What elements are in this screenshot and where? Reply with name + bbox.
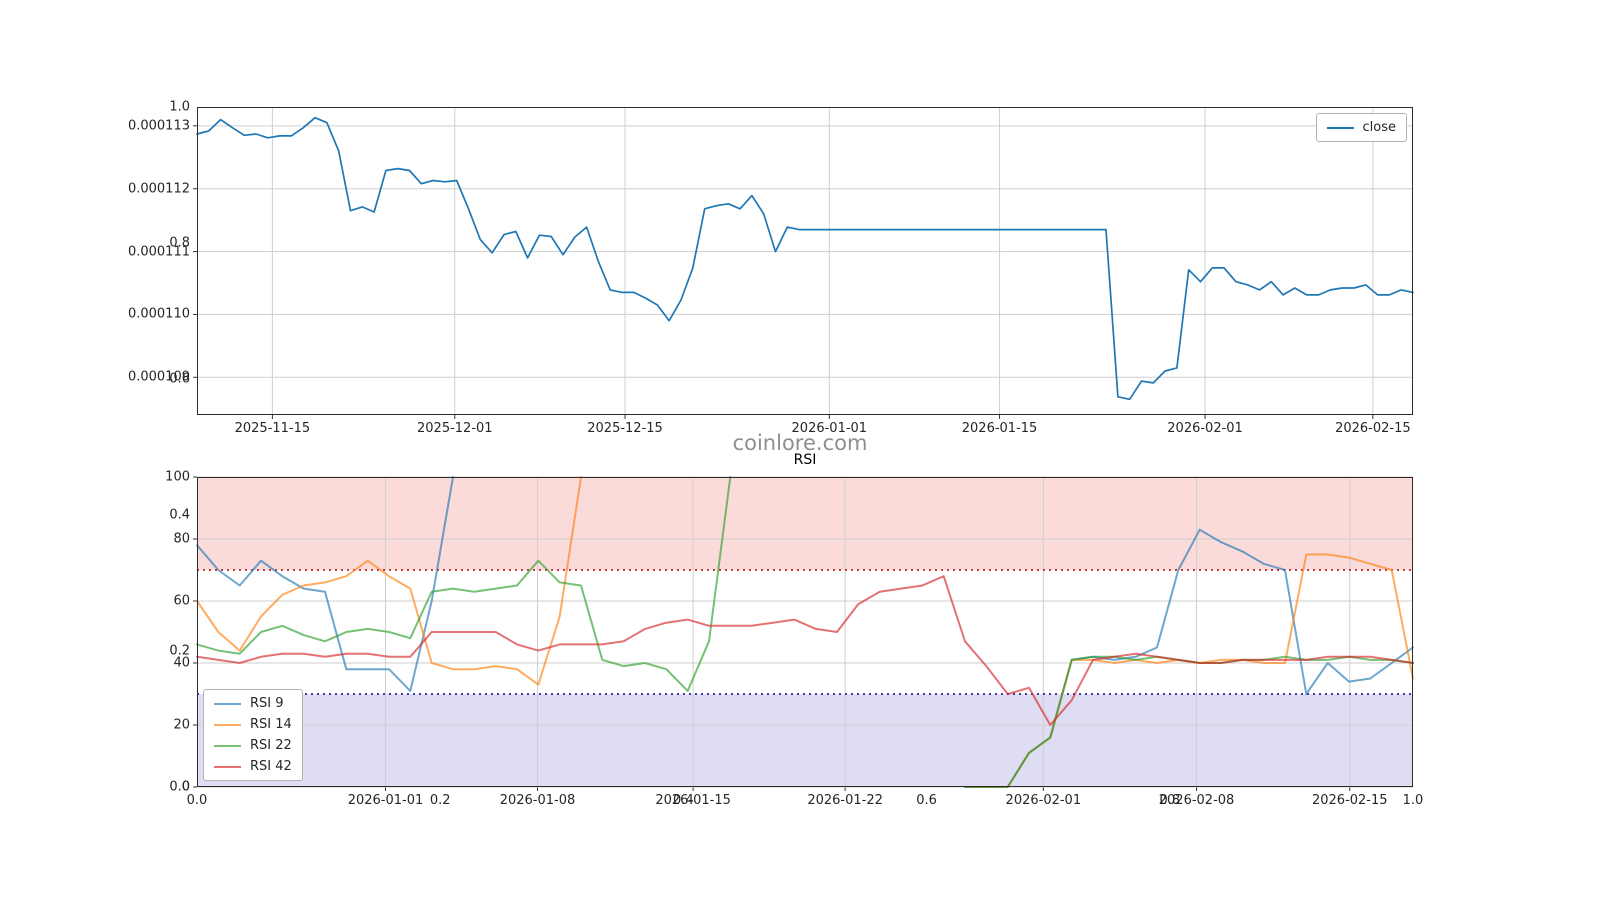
rsi-chart-title: RSI <box>793 452 817 468</box>
x-tick-label: 2026-01-15 <box>961 421 1038 436</box>
rsi-legend: RSI 9 RSI 14 RSI 22 RSI 42 <box>203 689 303 781</box>
legend-item-rsi9: RSI 9 <box>214 696 292 711</box>
rsi9-line-icon <box>214 702 241 705</box>
x-tick-label: 2025-11-15 <box>234 421 311 436</box>
y-tick-label: 0 <box>181 779 190 795</box>
rsi22-line-icon <box>214 744 241 747</box>
rsi42-line-icon <box>214 765 241 768</box>
legend-label-rsi42: RSI 42 <box>250 759 292 774</box>
y-tick-label: 0.000112 <box>127 181 190 197</box>
x-tick-label: 2026-01-01 <box>347 793 424 808</box>
y-tick-label: 20 <box>173 717 190 733</box>
y-tick-label: 100 <box>165 469 190 485</box>
x-tick-label: 2026-02-01 <box>1167 421 1243 436</box>
x-tick-label: 2025-12-15 <box>587 421 663 436</box>
x-tick-label: 2026-02-15 <box>1311 793 1388 808</box>
y-tick-label: 0.000110 <box>127 306 190 322</box>
y-tick-label: 60 <box>173 593 190 609</box>
overlay-x-tick-label: 0.0 <box>186 793 208 808</box>
legend-label-close: close <box>1362 120 1396 135</box>
legend-label-rsi14: RSI 14 <box>250 717 292 732</box>
price-chart: close 2025-11-15 2025-12-01 2025-12-15 2026… <box>128 107 1414 436</box>
x-tick-label: 2026-02-08 <box>1158 793 1235 808</box>
close-line-icon <box>1326 126 1354 129</box>
x-tick-label: 2026-01-01 <box>791 421 868 436</box>
y-tick-label: 0.000113 <box>127 118 190 134</box>
rsi14-line-icon <box>214 723 241 726</box>
x-tick-label: 2026-01-22 <box>807 793 883 808</box>
x-tick-label: 2026-01-15 <box>655 793 731 808</box>
legend-item-close: close <box>1326 120 1396 135</box>
watermark: coinlore.com <box>732 431 868 455</box>
x-tick-label: 2026-01-08 <box>499 793 576 808</box>
overlay-x-tick-label: 0.6 <box>916 793 937 808</box>
price-legend: close <box>1315 113 1407 142</box>
rsi-chart: RSI 9 RSI 14 RSI 22 RSI 42 2026-01-01 202… <box>165 470 1414 808</box>
x-tick-label: 2026-02-01 <box>1005 793 1082 808</box>
y-tick-label: 40 <box>173 655 190 671</box>
legend-item-rsi42: RSI 42 <box>214 759 292 774</box>
legend-item-rsi14: RSI 14 <box>214 717 292 732</box>
legend-item-rsi22: RSI 22 <box>214 738 292 753</box>
overlay-y-tick-label: 1.0 <box>169 99 190 115</box>
x-tick-label: 2026-02-15 <box>1335 421 1411 436</box>
overlay-x-tick-label: 1.0 <box>1402 793 1424 808</box>
y-tick-label: 0.000109 <box>127 369 190 385</box>
overlay-x-tick-label: 0.2 <box>429 793 451 808</box>
legend-label-rsi22: RSI 22 <box>250 738 292 753</box>
overlay-y-tick-label: 0.4 <box>169 507 190 523</box>
x-tick-label: 2025-12-01 <box>417 421 493 436</box>
legend-label-rsi9: RSI 9 <box>250 696 284 711</box>
y-tick-label: 80 <box>173 531 190 547</box>
y-tick-label: 0.000111 <box>127 244 190 260</box>
